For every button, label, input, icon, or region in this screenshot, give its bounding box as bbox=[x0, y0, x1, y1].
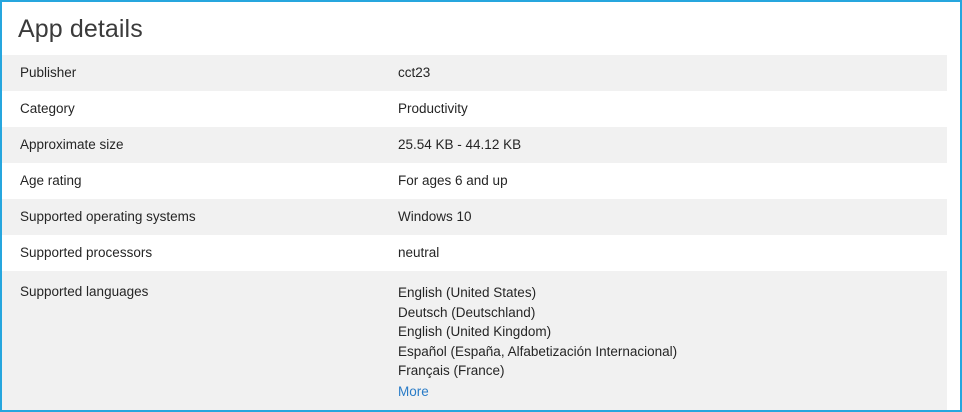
table-row: Approximate size 25.54 KB - 44.12 KB bbox=[2, 127, 947, 163]
supported-languages-list: English (United States) Deutsch (Deutsch… bbox=[398, 283, 935, 381]
detail-label-age-rating: Age rating bbox=[20, 173, 82, 188]
detail-label-approximate-size: Approximate size bbox=[20, 137, 124, 152]
app-details-table: Publisher cct23 Category Productivity Ap… bbox=[2, 55, 960, 410]
detail-value-publisher: cct23 bbox=[398, 65, 431, 80]
list-item: English (United States) bbox=[398, 285, 537, 300]
list-item: English (United Kingdom) bbox=[398, 324, 552, 339]
more-languages-link[interactable]: More bbox=[398, 383, 429, 399]
table-row: Supported processors neutral bbox=[2, 235, 947, 271]
detail-value-supported-languages: English (United States) Deutsch (Deutsch… bbox=[398, 271, 947, 410]
detail-label-supported-languages: Supported languages bbox=[20, 284, 149, 299]
list-item: Français (France) bbox=[398, 363, 505, 378]
page-title: App details bbox=[18, 15, 143, 43]
table-row-supported-languages: Supported languages English (United Stat… bbox=[2, 271, 947, 410]
detail-label-publisher: Publisher bbox=[20, 65, 77, 80]
detail-label-supported-processors: Supported processors bbox=[20, 245, 153, 260]
detail-value-supported-processors: neutral bbox=[398, 245, 440, 260]
table-row: Publisher cct23 bbox=[2, 55, 947, 91]
detail-value-supported-operating-systems: Windows 10 bbox=[398, 209, 472, 224]
table-row: Supported operating systems Windows 10 bbox=[2, 199, 947, 235]
list-item: Español (España, Alfabetización Internac… bbox=[398, 343, 678, 359]
detail-value-category: Productivity bbox=[398, 101, 468, 116]
table-row: Age rating For ages 6 and up bbox=[2, 163, 947, 199]
detail-label-supported-operating-systems: Supported operating systems bbox=[20, 209, 196, 224]
table-row: Category Productivity bbox=[2, 91, 947, 127]
list-item: Deutsch (Deutschland) bbox=[398, 304, 536, 320]
detail-value-age-rating: For ages 6 and up bbox=[398, 173, 508, 188]
detail-label-category: Category bbox=[20, 101, 75, 116]
detail-value-approximate-size: 25.54 KB - 44.12 KB bbox=[398, 137, 522, 152]
